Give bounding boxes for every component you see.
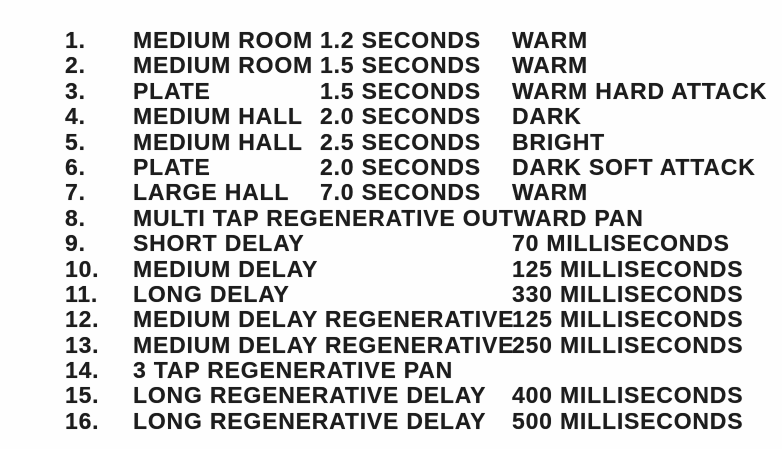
preset-name: LONG DELAY xyxy=(133,280,290,307)
preset-number: 15. xyxy=(65,382,100,409)
preset-character: WARM xyxy=(512,27,589,53)
preset-number: 10. xyxy=(65,255,100,282)
preset-number: 5. xyxy=(65,128,86,155)
preset-name: 3 TAP REGENERATIVE PAN xyxy=(133,357,454,384)
preset-name: MEDIUM DELAY REGENERATIVE xyxy=(133,331,515,358)
preset-character: 125 MILLISECONDS xyxy=(512,255,744,282)
preset-name: MEDIUM ROOM xyxy=(133,52,314,79)
preset-decay-time: 2.0 SECONDS xyxy=(320,103,481,130)
preset-number: 11. xyxy=(65,280,99,307)
preset-character: 250 MILLISECONDS xyxy=(512,331,744,358)
preset-character: BRIGHT xyxy=(512,128,605,155)
preset-name: PLATE xyxy=(133,153,211,180)
preset-name: MEDIUM ROOM xyxy=(133,27,314,53)
preset-character: 125 MILLISECONDS xyxy=(512,306,744,333)
preset-name: MEDIUM DELAY xyxy=(133,255,319,282)
preset-character: 70 MILLISECONDS xyxy=(512,230,730,257)
preset-name: SHORT DELAY xyxy=(133,230,305,257)
preset-character: 500 MILLISECONDS xyxy=(512,407,744,434)
preset-number: 14. xyxy=(65,357,100,384)
preset-decay-time: 7.0 SECONDS xyxy=(320,179,481,206)
preset-decay-time: 2.5 SECONDS xyxy=(320,128,481,155)
preset-decay-time: 1.5 SECONDS xyxy=(320,77,481,104)
preset-character: 400 MILLISECONDS xyxy=(512,382,744,409)
preset-character: WARM xyxy=(512,52,589,79)
preset-name: PLATE xyxy=(133,77,211,104)
preset-name: MEDIUM HALL xyxy=(133,128,303,155)
preset-name: MULTI TAP REGENERATIVE OUTWARD PAN xyxy=(133,204,644,231)
preset-character: WARM HARD ATTACK xyxy=(512,77,768,104)
preset-number: 6. xyxy=(65,153,86,180)
preset-number: 16. xyxy=(65,407,100,434)
preset-name: MEDIUM HALL xyxy=(133,103,303,130)
preset-number: 7. xyxy=(65,179,86,206)
preset-character: 330 MILLISECONDS xyxy=(512,280,744,307)
preset-name: LONG REGENERATIVE DELAY xyxy=(133,382,487,409)
preset-number: 12. xyxy=(65,306,100,333)
preset-decay-time: 1.5 SECONDS xyxy=(320,52,481,79)
preset-number: 9. xyxy=(65,230,86,257)
preset-decay-time: 1.2 SECONDS xyxy=(320,27,481,53)
preset-number: 1. xyxy=(65,27,86,53)
preset-decay-time: 2.0 SECONDS xyxy=(320,153,481,180)
preset-name: LONG REGENERATIVE DELAY xyxy=(133,407,487,434)
preset-character: DARK SOFT ATTACK xyxy=(512,153,756,180)
preset-number: 3. xyxy=(65,77,86,104)
preset-character: DARK xyxy=(512,103,582,130)
preset-number: 8. xyxy=(65,204,86,231)
preset-number: 2. xyxy=(65,52,86,79)
preset-number: 4. xyxy=(65,103,86,130)
preset-number: 13. xyxy=(65,331,100,358)
preset-name: MEDIUM DELAY REGENERATIVE xyxy=(133,306,515,333)
preset-name: LARGE HALL xyxy=(133,179,290,206)
preset-character: WARM xyxy=(512,179,589,206)
preset-list: 1. MEDIUM ROOM 1.2 SECONDS WARM 2. MEDIU… xyxy=(65,27,782,434)
